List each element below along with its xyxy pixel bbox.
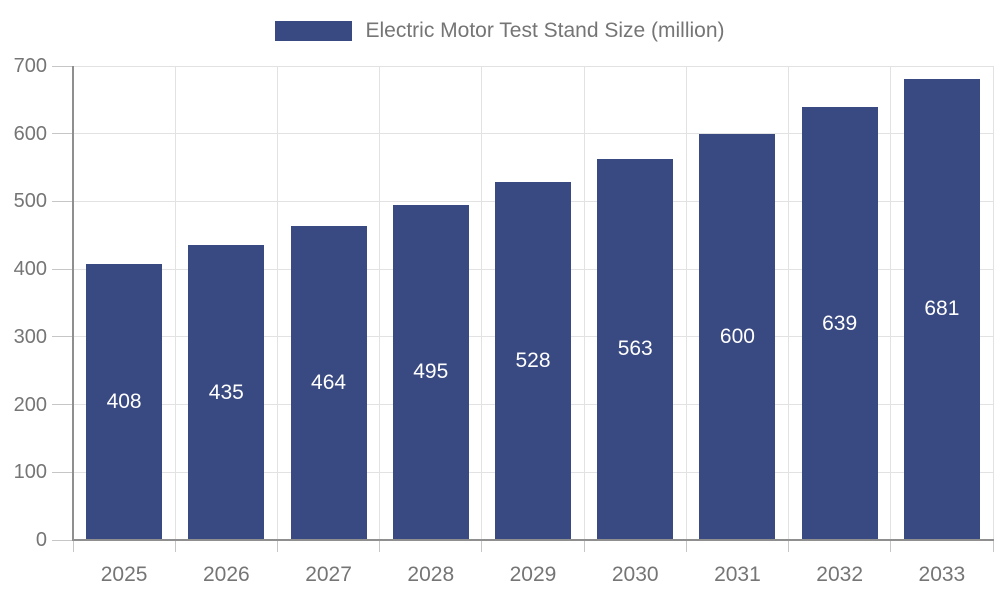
x-tick-label-2029: 2029 [509,563,557,586]
y-axis-tick [52,65,73,67]
x-tick-label-2030: 2030 [611,563,659,586]
legend-label: Electric Motor Test Stand Size (million) [365,19,725,42]
x-axis-tick [992,540,994,552]
y-tick-label: 300 [13,325,47,348]
y-axis-tick [52,133,73,135]
x-tick-label-2033: 2033 [918,563,966,586]
gridline-v [481,66,483,540]
bar-2025[interactable] [86,263,163,540]
y-tick-label: 0 [35,529,47,551]
gridline-v [788,66,790,540]
bar-value-label: 528 [515,349,551,373]
gridline-v [685,66,687,540]
y-axis-line [72,66,74,540]
bar-2032[interactable] [801,107,878,540]
y-axis-tick [52,336,73,338]
bar-value-label: 681 [924,297,960,321]
bar-2031[interactable] [699,133,776,540]
bar-2033[interactable] [903,78,980,540]
bar-2030[interactable] [597,158,674,540]
x-axis-tick [890,540,892,552]
bar-value-label: 464 [311,370,347,394]
bar-2028[interactable] [392,204,469,540]
y-tick-label: 500 [13,190,47,213]
gridline-v [379,66,381,540]
gridline-v [174,66,176,540]
x-axis-line [72,539,994,541]
bar-2027[interactable] [290,225,367,540]
bar-value-label: 495 [413,360,449,384]
y-tick-label: 700 [13,55,47,77]
bar-value-label: 435 [208,380,244,404]
gridline-v [890,66,892,540]
x-tick-label-2032: 2032 [816,563,864,586]
y-tick-label: 200 [13,393,47,416]
x-axis-tick [174,540,176,552]
gridline-v [276,66,278,540]
x-tick-label-2026: 2026 [202,563,250,586]
x-tick-label-2025: 2025 [100,563,148,586]
gridline-v [583,66,585,540]
x-axis-tick [685,540,687,552]
gridline-h [73,133,993,135]
x-axis-tick [481,540,483,552]
y-axis-tick [52,200,73,202]
bar-value-label: 563 [617,337,653,361]
y-axis-tick [52,268,73,270]
x-axis-tick [276,540,278,552]
y-tick-label: 100 [13,461,47,484]
y-tick-label: 400 [13,258,47,281]
x-axis-tick [583,540,585,552]
bar-value-label: 408 [106,389,142,413]
gridline-h [73,65,993,67]
y-tick-label: 600 [13,122,47,145]
bar-value-label: 639 [822,311,858,335]
legend-swatch [275,21,353,41]
y-axis-tick [52,471,73,473]
bar-value-label: 600 [719,324,755,348]
x-tick-label-2028: 2028 [407,563,455,586]
y-axis-tick [52,404,73,406]
x-tick-label-2031: 2031 [714,563,761,586]
bar-2029[interactable] [495,182,571,540]
x-axis-tick [72,540,74,552]
x-axis-tick [379,540,381,552]
legend[interactable]: Electric Motor Test Stand Size (million) [0,19,1000,43]
bar-2026[interactable] [188,245,265,540]
y-axis-tick [52,539,73,541]
x-axis-tick [788,540,790,552]
x-tick-label-2027: 2027 [305,563,352,586]
gridline-v [992,66,994,540]
